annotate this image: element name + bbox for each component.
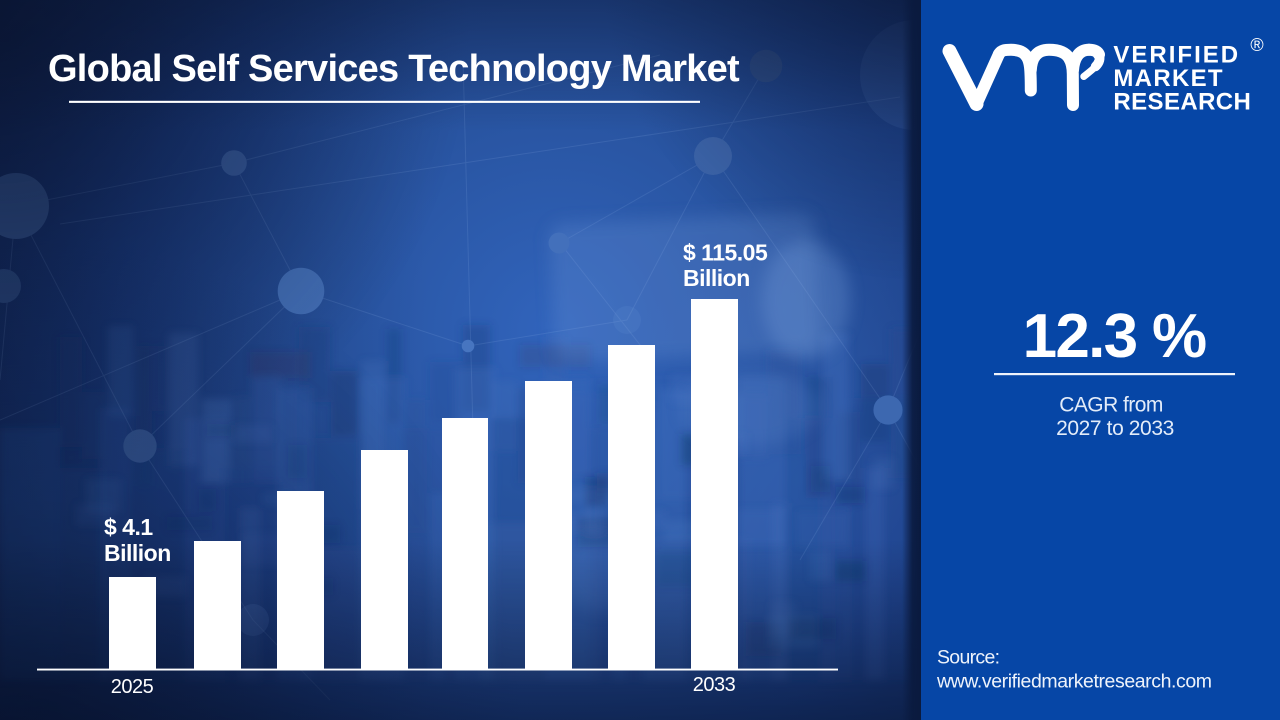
svg-text:CAGR from: CAGR from [1059,394,1163,417]
svg-text:$ 115.05: $ 115.05 [683,240,768,266]
svg-text:®: ® [1250,35,1263,55]
svg-text:MARKET: MARKET [1113,65,1223,92]
svg-text:2025: 2025 [111,676,154,698]
svg-text:Global Self Services Technolog: Global Self Services Technology Market [48,48,740,90]
svg-text:Billion: Billion [683,265,750,291]
svg-text:RESEARCH: RESEARCH [1113,89,1251,116]
svg-text:2027 to 2033: 2027 to 2033 [1056,417,1174,440]
svg-text:2033: 2033 [693,674,736,696]
svg-text:Source:: Source: [937,647,999,669]
svg-text:$ 4.1: $ 4.1 [104,514,153,540]
svg-text:12.3 %: 12.3 % [1023,302,1206,371]
svg-text:VERIFIED: VERIFIED [1113,41,1240,68]
svg-text:www.verifiedmarketresearch.com: www.verifiedmarketresearch.com [936,671,1212,693]
svg-text:Billion: Billion [104,540,171,566]
